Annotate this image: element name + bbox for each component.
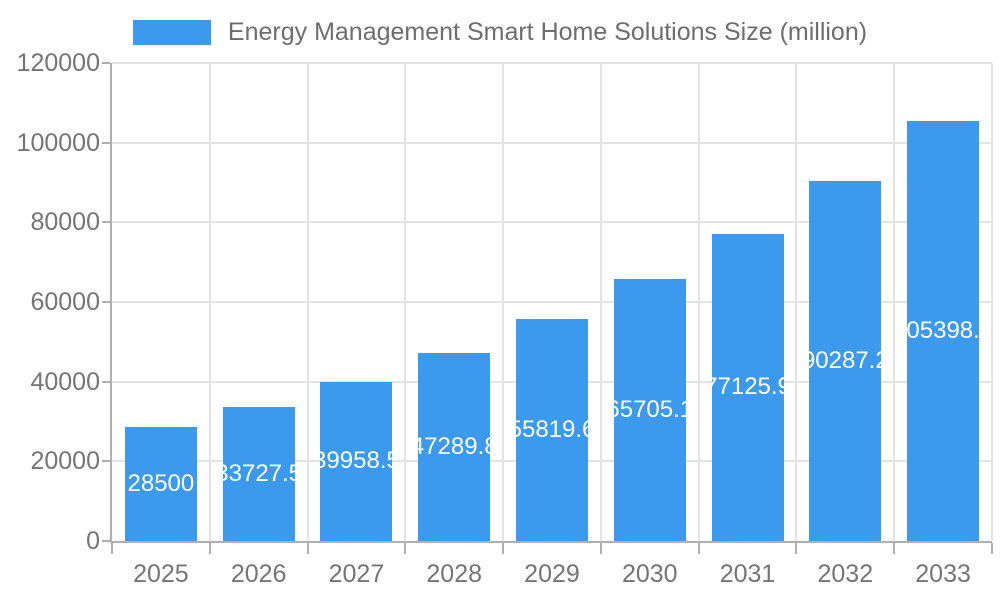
x-axis-tick [599, 543, 602, 554]
x-axis-tick-label: 2026 [230, 560, 287, 588]
y-axis-tick [102, 460, 110, 463]
x-gridline [893, 63, 896, 541]
x-axis-tick [893, 543, 896, 554]
y-axis-tick [102, 62, 110, 64]
bar[interactable]: 47289.8 [418, 352, 491, 541]
x-axis-tick [502, 543, 505, 554]
y-axis-tick [102, 141, 110, 144]
bar[interactable]: 39958.5 [320, 381, 393, 541]
y-axis-tick-label: 60000 [30, 288, 100, 316]
x-axis-tick-label: 2028 [426, 560, 483, 588]
x-axis-tick [404, 543, 407, 554]
x-axis-tick [795, 543, 798, 554]
y-axis-tick [102, 540, 110, 542]
x-axis-tick [208, 543, 211, 554]
y-gridline [112, 221, 992, 224]
bar-value-label: 90287.2 [809, 347, 881, 375]
bar-value-label: 65705.1 [614, 396, 686, 424]
x-gridline [599, 63, 602, 541]
legend-swatch-icon [132, 19, 211, 45]
y-axis-tick-label: 0 [86, 527, 100, 555]
x-axis-line [110, 541, 992, 543]
x-axis-tick-label: 2033 [915, 560, 971, 588]
plot-area: 0 20000 40000 60000 80000 100000 120000 28500 33… [17, 49, 993, 588]
y-axis-tick [102, 301, 110, 303]
y-axis-tick-label: 20000 [30, 447, 100, 476]
x-axis-tick [111, 543, 113, 554]
x-gridline [795, 63, 798, 541]
x-axis-tick-label: 2031 [719, 560, 776, 588]
bar[interactable]: 105398.3 [907, 121, 980, 541]
x-gridline [697, 63, 700, 541]
bar-value-label: 55819.6 [516, 415, 588, 443]
y-gridline [112, 62, 992, 64]
legend-label: Energy Management Smart Home Solutions S… [227, 17, 868, 46]
bar[interactable]: 33727.5 [222, 406, 295, 541]
x-axis-tick-label: 2027 [328, 560, 385, 588]
bar-value-label: 105398.3 [907, 317, 979, 345]
x-axis-tick [991, 543, 993, 554]
bar-value-label: 28500 [127, 470, 195, 498]
bar[interactable]: 90287.2 [809, 181, 882, 541]
bar-value-label: 77125.9 [712, 373, 784, 401]
y-axis-tick-label: 40000 [30, 367, 100, 396]
bar[interactable]: 55819.6 [516, 318, 588, 541]
x-gridline [502, 63, 505, 541]
y-axis-tick-label: 100000 [16, 128, 100, 157]
bar[interactable]: 65705.1 [613, 279, 686, 541]
y-axis-line [110, 63, 112, 543]
x-gridline [991, 63, 993, 541]
y-gridline [112, 141, 992, 144]
x-gridline [404, 63, 407, 541]
x-axis-tick-label: 2029 [524, 560, 580, 588]
x-axis-tick-label: 2032 [817, 560, 874, 588]
bar-value-label: 47289.8 [418, 432, 490, 460]
x-gridline [306, 63, 309, 541]
x-axis-tick [697, 543, 700, 554]
x-axis-tick-label: 2030 [621, 560, 678, 588]
legend-item[interactable]: Energy Management Smart Home Solutions S… [0, 17, 1000, 46]
x-axis-tick-label: 2025 [133, 560, 189, 588]
bar[interactable]: 77125.9 [711, 233, 784, 541]
x-gridline [208, 63, 211, 541]
x-axis-tick [306, 543, 309, 554]
y-axis-tick [102, 380, 110, 383]
bar[interactable]: 28500 [124, 427, 197, 541]
bar-value-label: 33727.5 [223, 459, 295, 487]
y-axis-tick-label: 120000 [16, 49, 100, 77]
y-axis-tick-label: 80000 [30, 208, 100, 237]
y-axis-tick [102, 221, 110, 224]
y-gridline [112, 301, 992, 303]
bar-value-label: 39958.5 [320, 447, 392, 475]
